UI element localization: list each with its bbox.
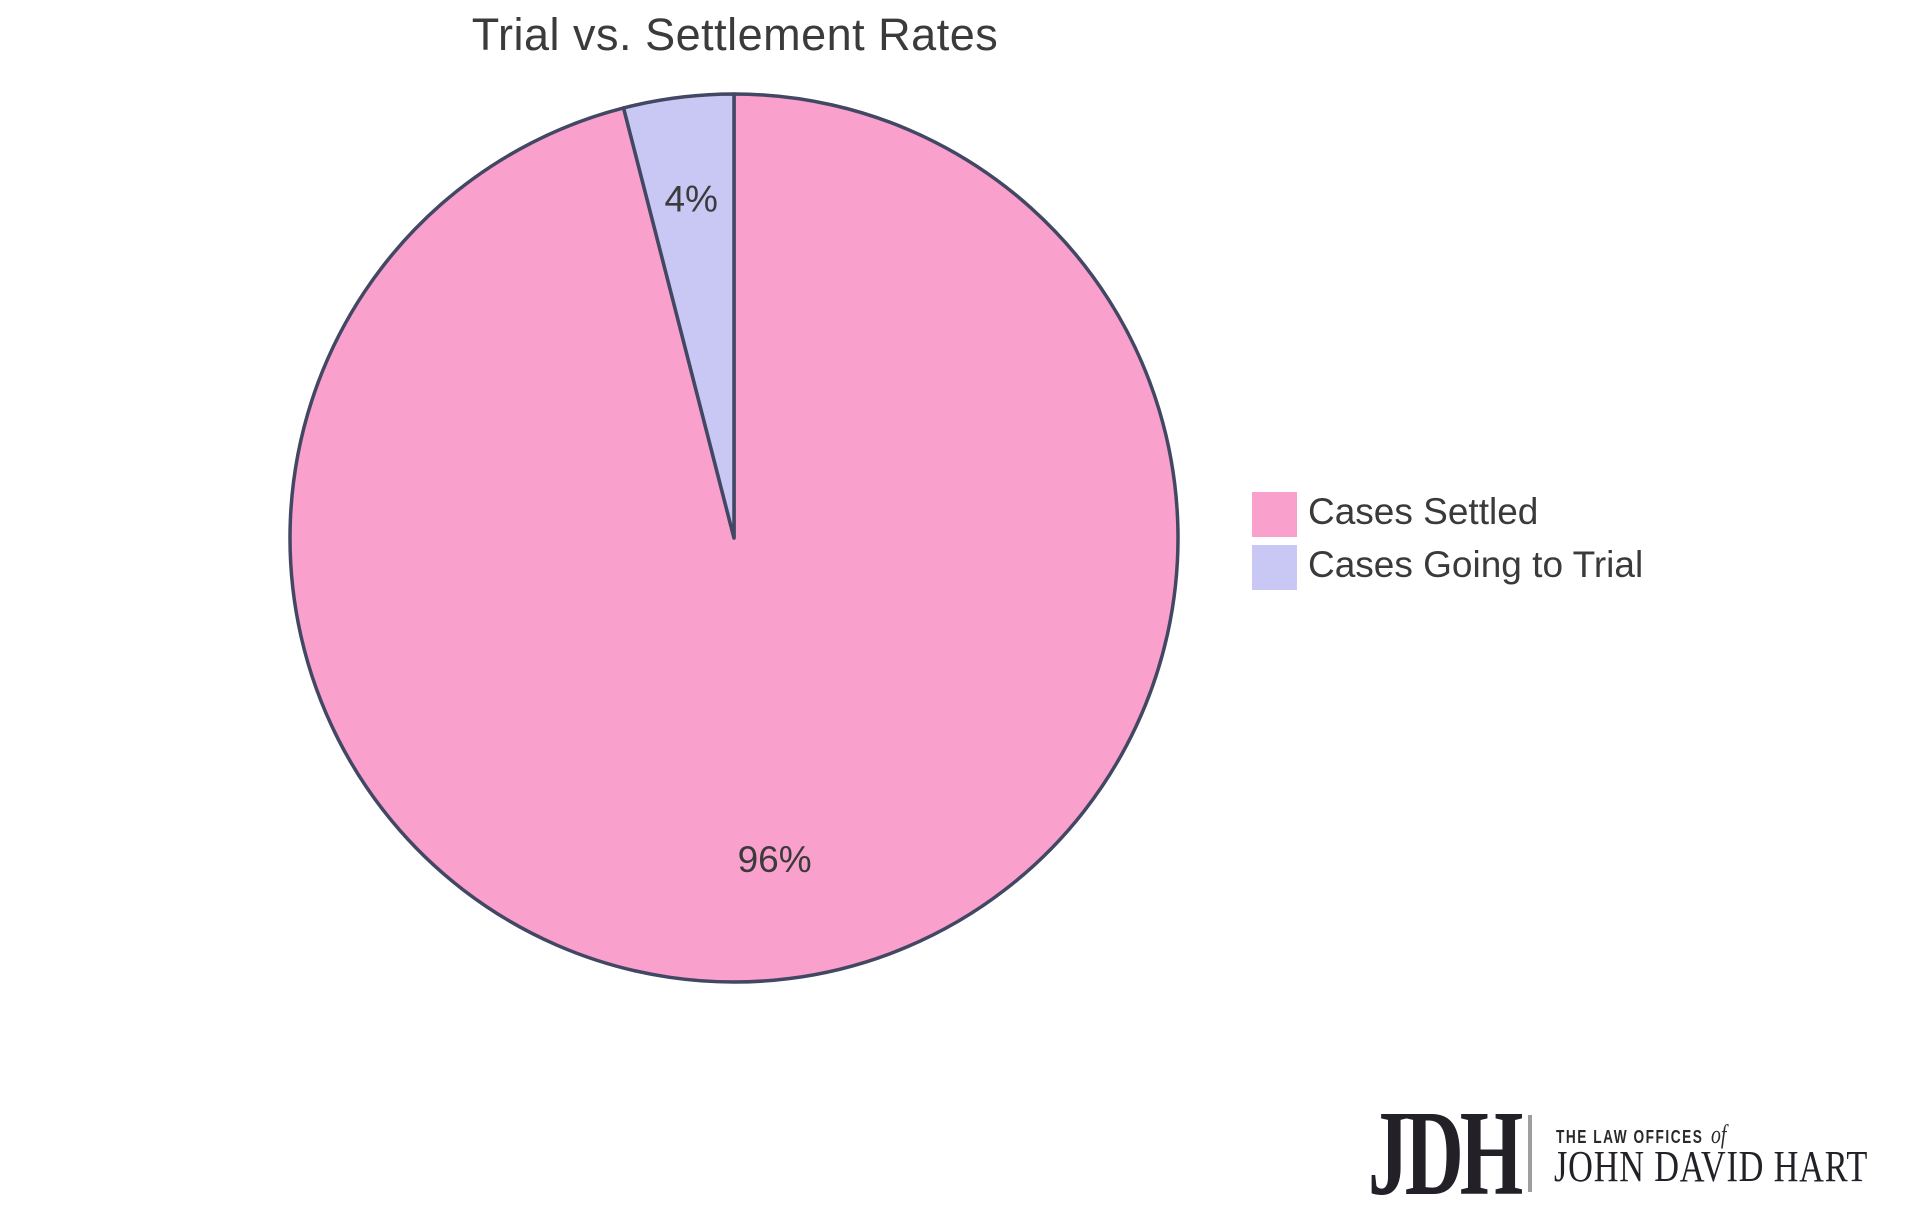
legend-item-cases-going-to-trial[interactable]: Cases Going to Trial <box>1252 544 1644 590</box>
logo-tagline: THE LAW OFFICES of <box>1556 1122 1726 1148</box>
pie-slice-label-0: 96% <box>738 839 812 880</box>
pie-chart: 96% 4% <box>288 92 1180 984</box>
logo-divider <box>1528 1115 1532 1192</box>
logo-firm-name: JOHN DAVID HART <box>1554 1142 1869 1191</box>
pie-slice-label-1: 4% <box>664 178 717 219</box>
logo-monogram: JDH <box>1368 1086 1523 1215</box>
legend-item-cases-settled[interactable]: Cases Settled <box>1252 491 1643 537</box>
pie-slice-1[interactable] <box>621 92 736 540</box>
logo-tagline-text: THE LAW OFFICES <box>1556 1127 1704 1147</box>
legend-swatch-cases-settled <box>1252 492 1297 537</box>
legend: Cases Settled Cases Going to Trial <box>1252 491 1644 598</box>
chart-title: Trial vs. Settlement Rates <box>471 9 999 60</box>
logo-tagline-of: of <box>1711 1120 1727 1149</box>
legend-label-cases-going-to-trial: Cases Going to Trial <box>1308 544 1644 585</box>
legend-swatch-cases-going-to-trial <box>1252 545 1297 590</box>
legend-label-cases-settled: Cases Settled <box>1308 491 1539 532</box>
